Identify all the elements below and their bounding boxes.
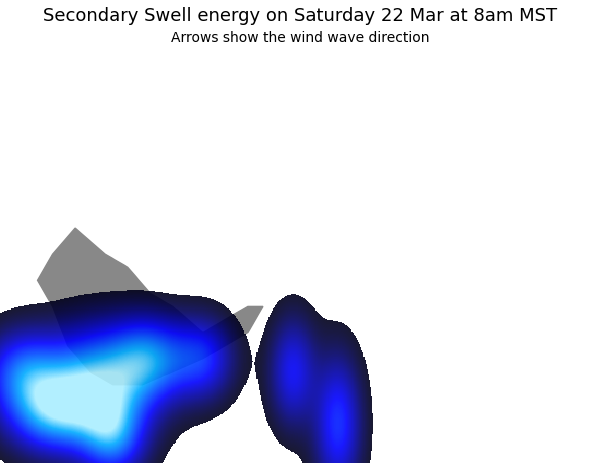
Text: Secondary Swell energy on Saturday 22 Mar at 8am MST: Secondary Swell energy on Saturday 22 Ma… (43, 7, 558, 25)
Text: Arrows show the wind wave direction: Arrows show the wind wave direction (171, 31, 430, 45)
Polygon shape (37, 229, 263, 385)
